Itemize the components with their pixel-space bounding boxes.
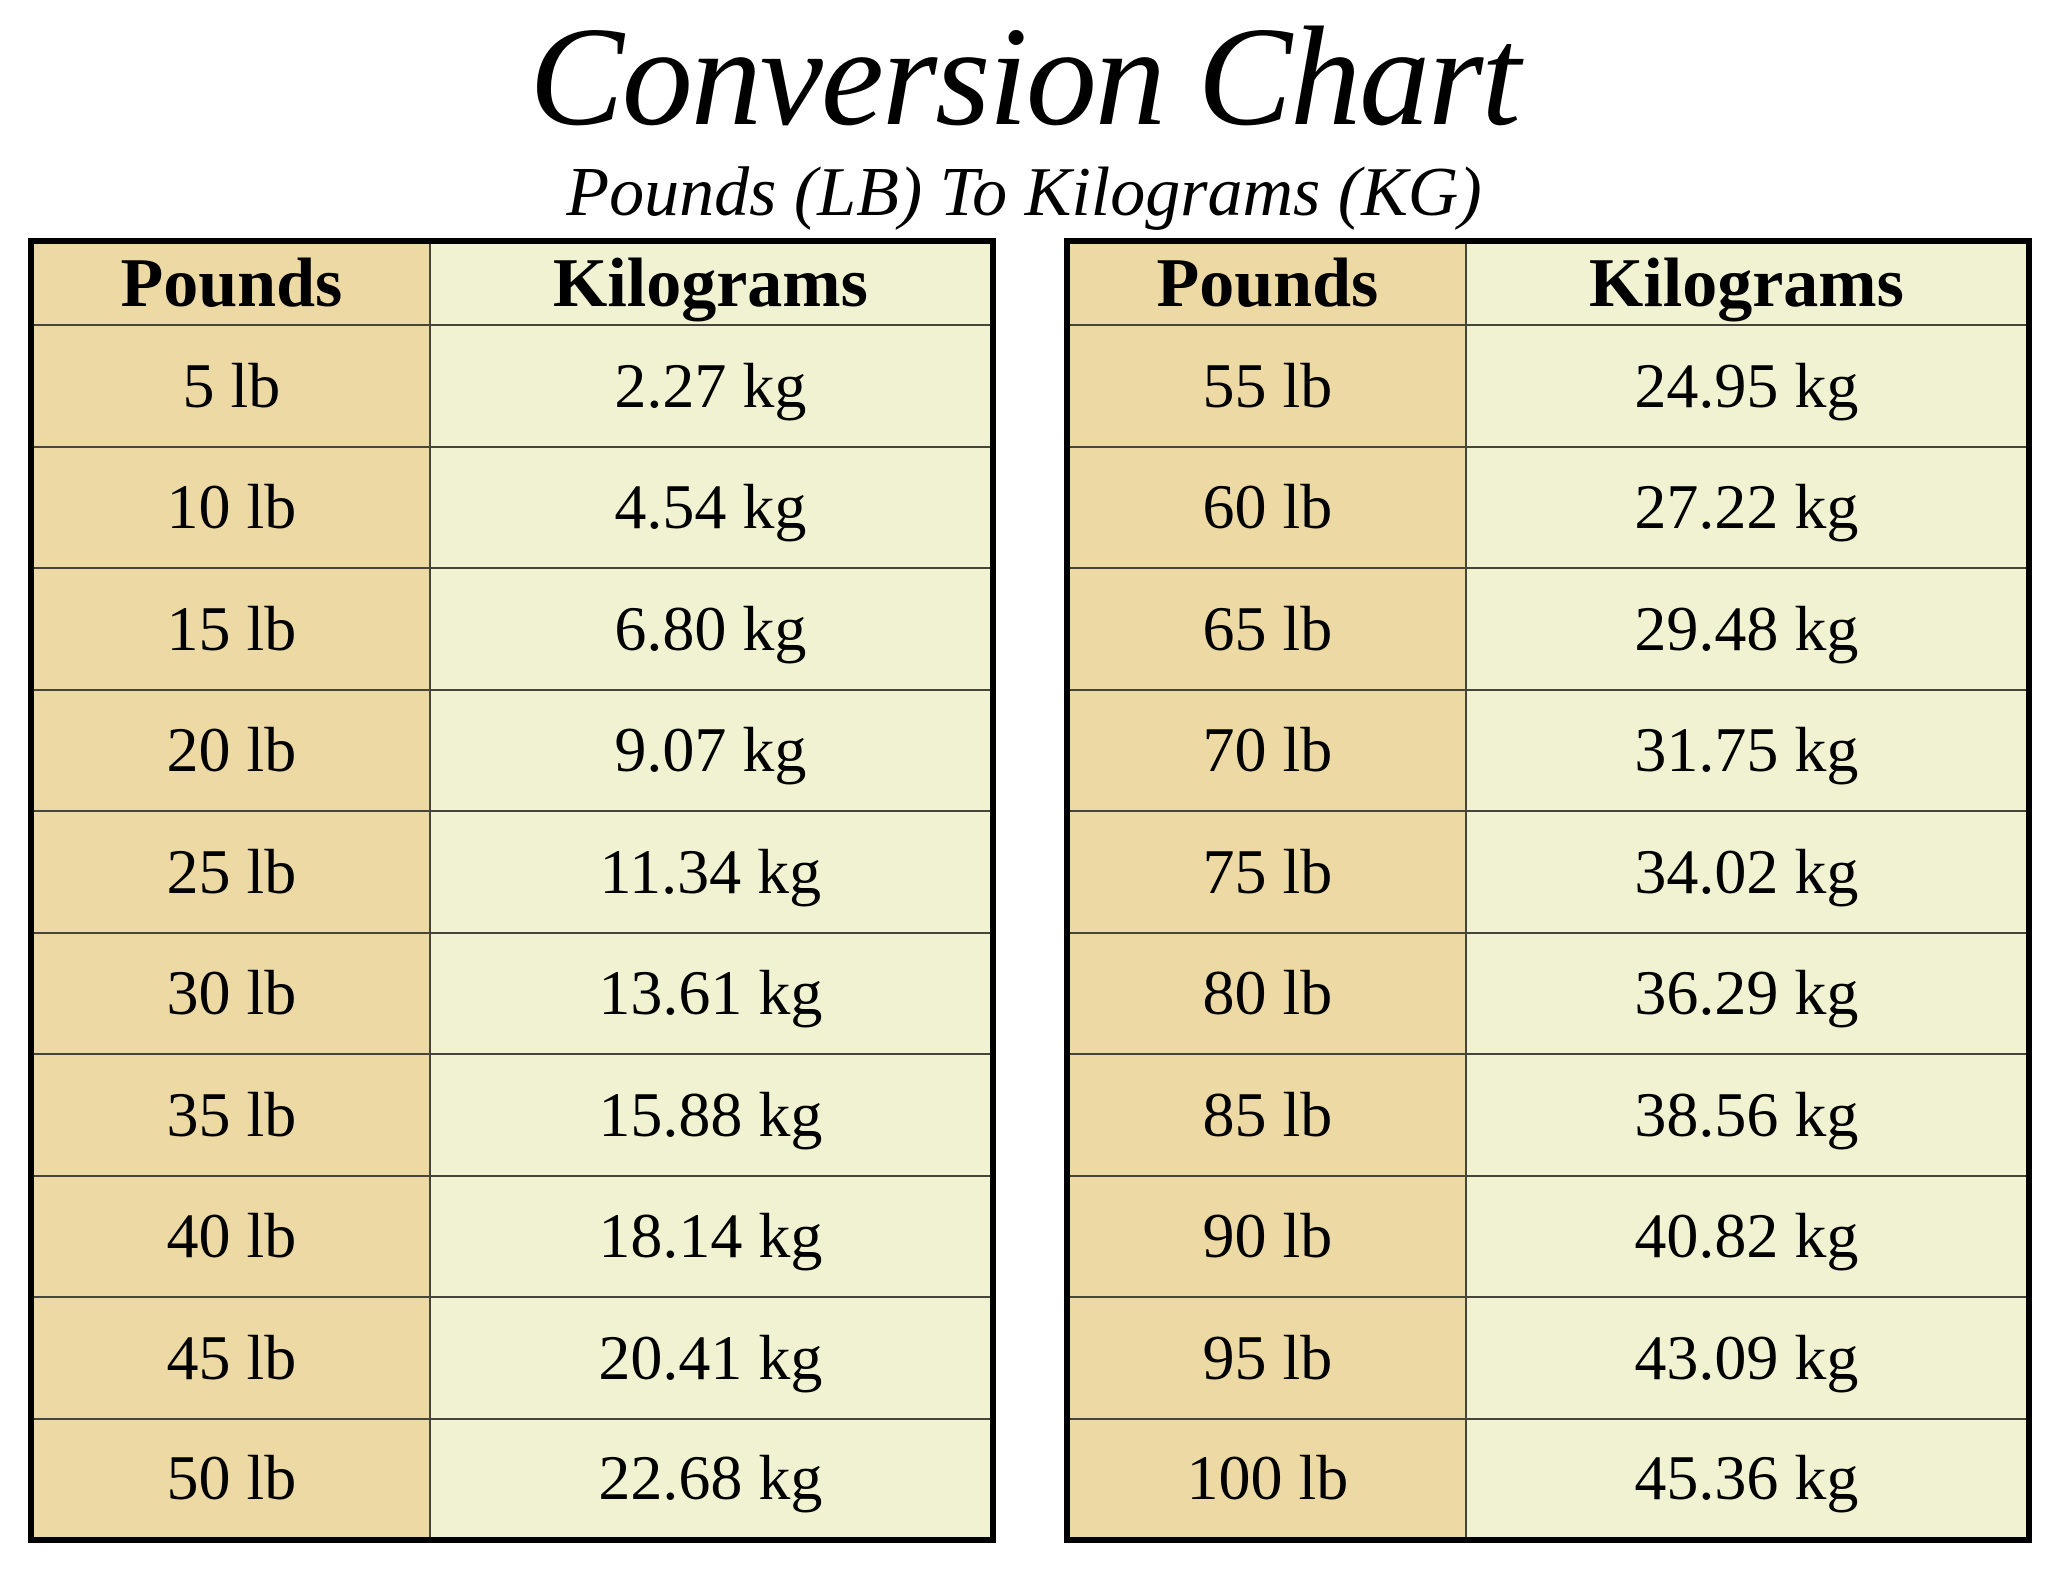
pounds-cell: 90 lb (1066, 1174, 1467, 1298)
table-row: 75 lb 34.02 kg (1066, 810, 2031, 934)
header-row: Pounds Kilograms (30, 240, 995, 326)
kilograms-cell: 13.61 kg (428, 931, 995, 1055)
kilograms-cell: 18.14 kg (428, 1174, 995, 1298)
kilograms-header: Kilograms (428, 240, 995, 326)
kilograms-header: Kilograms (1464, 240, 2031, 326)
table-row: 95 lb 43.09 kg (1066, 1296, 2031, 1420)
kilograms-cell: 4.54 kg (428, 445, 995, 569)
header-row: Pounds Kilograms (1066, 240, 2031, 326)
tables-container: Pounds Kilograms 5 lb 2.27 kg 10 lb 4.54… (28, 238, 2032, 1543)
conversion-table-left: Pounds Kilograms 5 lb 2.27 kg 10 lb 4.54… (28, 238, 996, 1543)
table-row: 10 lb 4.54 kg (30, 445, 995, 569)
pounds-cell: 65 lb (1066, 567, 1467, 691)
kilograms-cell: 38.56 kg (1464, 1053, 2031, 1177)
table-row: 25 lb 11.34 kg (30, 810, 995, 934)
table-row: 100 lb 45.36 kg (1066, 1417, 2031, 1541)
kilograms-cell: 34.02 kg (1464, 810, 2031, 934)
kilograms-cell: 20.41 kg (428, 1296, 995, 1420)
kilograms-cell: 31.75 kg (1464, 688, 2031, 812)
table-row: 40 lb 18.14 kg (30, 1174, 995, 1298)
pounds-cell: 35 lb (30, 1053, 431, 1177)
page-title: Conversion Chart (529, 0, 1521, 155)
kilograms-cell: 40.82 kg (1464, 1174, 2031, 1298)
pounds-cell: 40 lb (30, 1174, 431, 1298)
table-row: 70 lb 31.75 kg (1066, 688, 2031, 812)
table-row: 15 lb 6.80 kg (30, 567, 995, 691)
pounds-cell: 95 lb (1066, 1296, 1467, 1420)
kilograms-cell: 6.80 kg (428, 567, 995, 691)
kilograms-cell: 45.36 kg (1464, 1417, 2031, 1541)
conversion-table-right: Pounds Kilograms 55 lb 24.95 kg 60 lb 27… (1064, 238, 2032, 1543)
table-row: 35 lb 15.88 kg (30, 1053, 995, 1177)
pounds-cell: 75 lb (1066, 810, 1467, 934)
kilograms-cell: 29.48 kg (1464, 567, 2031, 691)
kilograms-cell: 22.68 kg (428, 1417, 995, 1541)
pounds-cell: 30 lb (30, 931, 431, 1055)
kilograms-cell: 36.29 kg (1464, 931, 2031, 1055)
table-row: 50 lb 22.68 kg (30, 1417, 995, 1541)
table-row: 30 lb 13.61 kg (30, 931, 995, 1055)
table-row: 80 lb 36.29 kg (1066, 931, 2031, 1055)
kilograms-cell: 11.34 kg (428, 810, 995, 934)
table-row: 45 lb 20.41 kg (30, 1296, 995, 1420)
kilograms-cell: 43.09 kg (1464, 1296, 2031, 1420)
pounds-cell: 25 lb (30, 810, 431, 934)
pounds-cell: 50 lb (30, 1417, 431, 1541)
pounds-cell: 20 lb (30, 688, 431, 812)
table-row: 85 lb 38.56 kg (1066, 1053, 2031, 1177)
table-row: 5 lb 2.27 kg (30, 324, 995, 448)
pounds-cell: 45 lb (30, 1296, 431, 1420)
pounds-cell: 60 lb (1066, 445, 1467, 569)
table-row: 60 lb 27.22 kg (1066, 445, 2031, 569)
pounds-cell: 100 lb (1066, 1417, 1467, 1541)
kilograms-cell: 15.88 kg (428, 1053, 995, 1177)
table-row: 55 lb 24.95 kg (1066, 324, 2031, 448)
kilograms-cell: 27.22 kg (1464, 445, 2031, 569)
pounds-header: Pounds (1066, 240, 1467, 326)
table-row: 65 lb 29.48 kg (1066, 567, 2031, 691)
kilograms-cell: 24.95 kg (1464, 324, 2031, 448)
kilograms-cell: 9.07 kg (428, 688, 995, 812)
table-row: 90 lb 40.82 kg (1066, 1174, 2031, 1298)
page-subtitle: Pounds (LB) To Kilograms (KG) (566, 154, 1482, 231)
pounds-cell: 55 lb (1066, 324, 1467, 448)
pounds-cell: 5 lb (30, 324, 431, 448)
pounds-cell: 70 lb (1066, 688, 1467, 812)
pounds-cell: 10 lb (30, 445, 431, 569)
pounds-cell: 15 lb (30, 567, 431, 691)
kilograms-cell: 2.27 kg (428, 324, 995, 448)
table-row: 20 lb 9.07 kg (30, 688, 995, 812)
pounds-cell: 85 lb (1066, 1053, 1467, 1177)
pounds-cell: 80 lb (1066, 931, 1467, 1055)
pounds-header: Pounds (30, 240, 431, 326)
